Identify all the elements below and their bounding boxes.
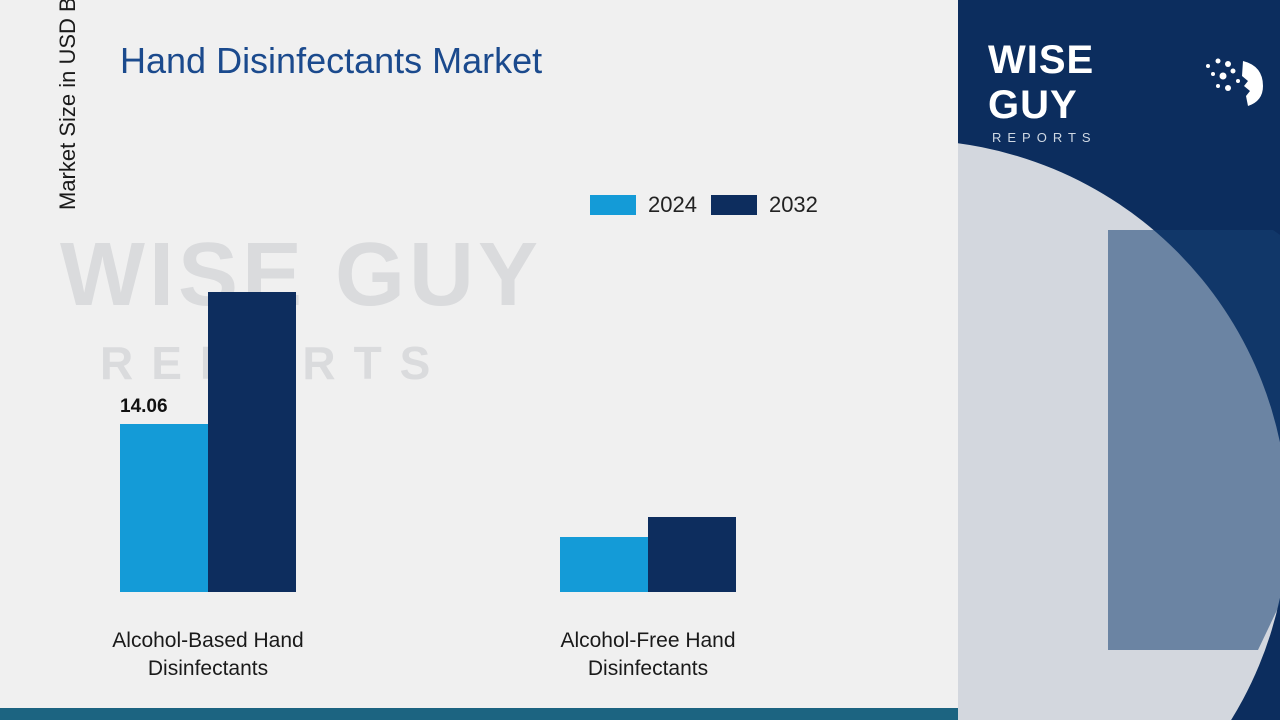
slide-root: Hand Disinfectants Market WISE GUY REPOR… <box>0 0 1280 720</box>
main-content-area: Hand Disinfectants Market WISE GUY REPOR… <box>0 0 958 720</box>
legend-swatch-2032 <box>711 195 757 215</box>
company-logo[interactable]: WISE GUY REPORTS <box>988 38 1268 108</box>
bar-group-alcohol-based: 14.06 Alcohol-Based Hand Disinfectants <box>120 292 296 592</box>
legend-label-2024: 2024 <box>648 192 697 218</box>
chart-legend: 2024 2032 <box>590 192 818 218</box>
page-title: Hand Disinfectants Market <box>120 40 542 82</box>
bar-chart: 14.06 Alcohol-Based Hand Disinfectants A… <box>120 252 920 592</box>
bar-value-label-alcohol-based-2024: 14.06 <box>120 396 208 418</box>
face-silhouette-graphic <box>1108 230 1280 650</box>
bar-alcohol-based-2024[interactable]: 14.06 <box>120 424 208 592</box>
legend-swatch-2024 <box>590 195 636 215</box>
bar-alcohol-free-2032[interactable] <box>648 517 736 592</box>
category-label-alcohol-based: Alcohol-Based Hand Disinfectants <box>108 627 308 682</box>
y-axis-label: Market Size in USD Billion <box>55 0 81 210</box>
legend-item-2024[interactable]: 2024 <box>590 192 697 218</box>
logo-dots-face-icon <box>1198 56 1268 111</box>
bar-alcohol-free-2024[interactable] <box>560 537 648 592</box>
bar-group-alcohol-free: Alcohol-Free Hand Disinfectants <box>560 517 736 592</box>
right-sidebar: WISE GUY REPORTS <box>958 0 1280 720</box>
logo-main-text: WISE GUY <box>988 38 1194 128</box>
legend-label-2032: 2032 <box>769 192 818 218</box>
bar-alcohol-based-2032[interactable] <box>208 292 296 592</box>
legend-item-2032[interactable]: 2032 <box>711 192 818 218</box>
bottom-accent-stripe <box>0 708 958 720</box>
category-label-alcohol-free: Alcohol-Free Hand Disinfectants <box>548 627 748 682</box>
logo-sub-text: REPORTS <box>992 130 1268 145</box>
